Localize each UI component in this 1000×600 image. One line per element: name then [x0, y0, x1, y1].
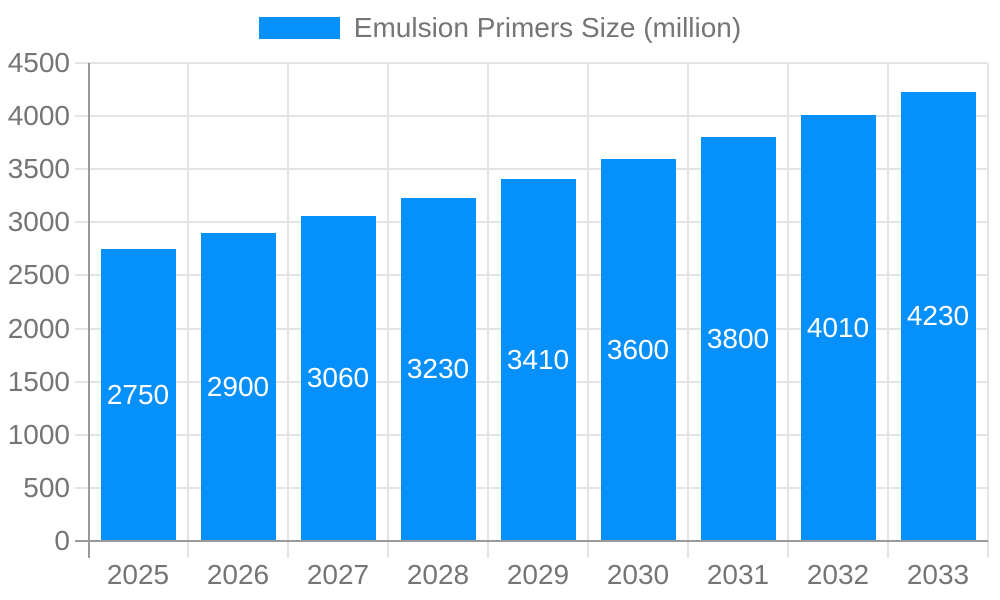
x-tick-label-2025: 2025	[106, 559, 170, 590]
x-axis-line	[75, 540, 988, 542]
y-tick-label-3000: 3000	[7, 206, 70, 238]
x-tick-label-2029: 2029	[506, 559, 570, 590]
x-tick-label-2031: 2031	[706, 559, 770, 590]
bar-2028[interactable]: 3230	[400, 197, 476, 541]
gridline-horizontal-4000	[75, 115, 988, 118]
x-tick-label-2032: 2032	[806, 559, 870, 590]
x-tick-label-2028: 2028	[406, 559, 470, 590]
gridline-vertical-5	[587, 63, 589, 558]
y-tick-label-4000: 4000	[7, 100, 70, 132]
y-tick-label-1500: 1500	[7, 365, 70, 397]
plot-area: 2750 2900 3060 3230 3410 3600 3800 4010 4230	[75, 62, 989, 558]
gridline-vertical-9	[987, 63, 989, 558]
x-tick-label-2033: 2033	[906, 559, 970, 590]
x-tick-label-2026: 2026	[206, 559, 270, 590]
bar-2029[interactable]: 3410	[500, 178, 576, 541]
bar-2027[interactable]: 3060	[300, 215, 376, 541]
bar-value-label-2028: 3230	[406, 353, 470, 385]
legend-label: Emulsion Primers Size (million)	[353, 11, 742, 43]
y-tick-label-0: 0	[54, 525, 70, 556]
bar-2030[interactable]: 3600	[600, 158, 676, 541]
bar-2032[interactable]: 4010	[800, 115, 876, 541]
bar-2026[interactable]: 2900	[200, 232, 276, 541]
y-tick-label-3500: 3500	[7, 153, 70, 185]
y-axis-line	[88, 63, 90, 558]
y-tick-label-500: 500	[23, 471, 70, 503]
bar-2025[interactable]: 2750	[100, 248, 176, 541]
x-tick-label-2030: 2030	[606, 559, 670, 590]
bar-value-label-2029: 3410	[506, 343, 570, 375]
bar-value-label-2031: 3800	[706, 323, 770, 355]
gridline-vertical-2	[287, 63, 289, 558]
legend[interactable]: Emulsion Primers Size (million)	[0, 0, 1000, 56]
legend-swatch-icon	[258, 17, 340, 39]
bar-value-label-2032: 4010	[806, 312, 870, 344]
x-tick-label-2027: 2027	[306, 559, 370, 590]
bar-value-label-2027: 3060	[306, 362, 370, 394]
gridline-vertical-1	[187, 63, 189, 558]
gridline-horizontal-4500	[75, 62, 988, 64]
y-tick-label-2000: 2000	[7, 312, 70, 344]
bar-value-label-2030: 3600	[606, 333, 670, 365]
bar-2031[interactable]: 3800	[700, 137, 776, 541]
gridline-vertical-7	[787, 63, 789, 558]
gridline-vertical-4	[487, 63, 489, 558]
y-tick-label-1000: 1000	[7, 418, 70, 450]
bar-2033[interactable]: 4230	[900, 91, 976, 541]
gridline-vertical-3	[387, 63, 389, 558]
gridline-horizontal-3500	[75, 168, 988, 171]
gridline-vertical-8	[887, 63, 889, 558]
y-tick-label-4500: 4500	[7, 47, 70, 78]
gridline-vertical-6	[687, 63, 689, 558]
bar-value-label-2033: 4230	[906, 300, 970, 332]
y-tick-label-2500: 2500	[7, 259, 70, 291]
bar-value-label-2026: 2900	[206, 370, 270, 402]
bar-value-label-2025: 2750	[106, 378, 170, 410]
